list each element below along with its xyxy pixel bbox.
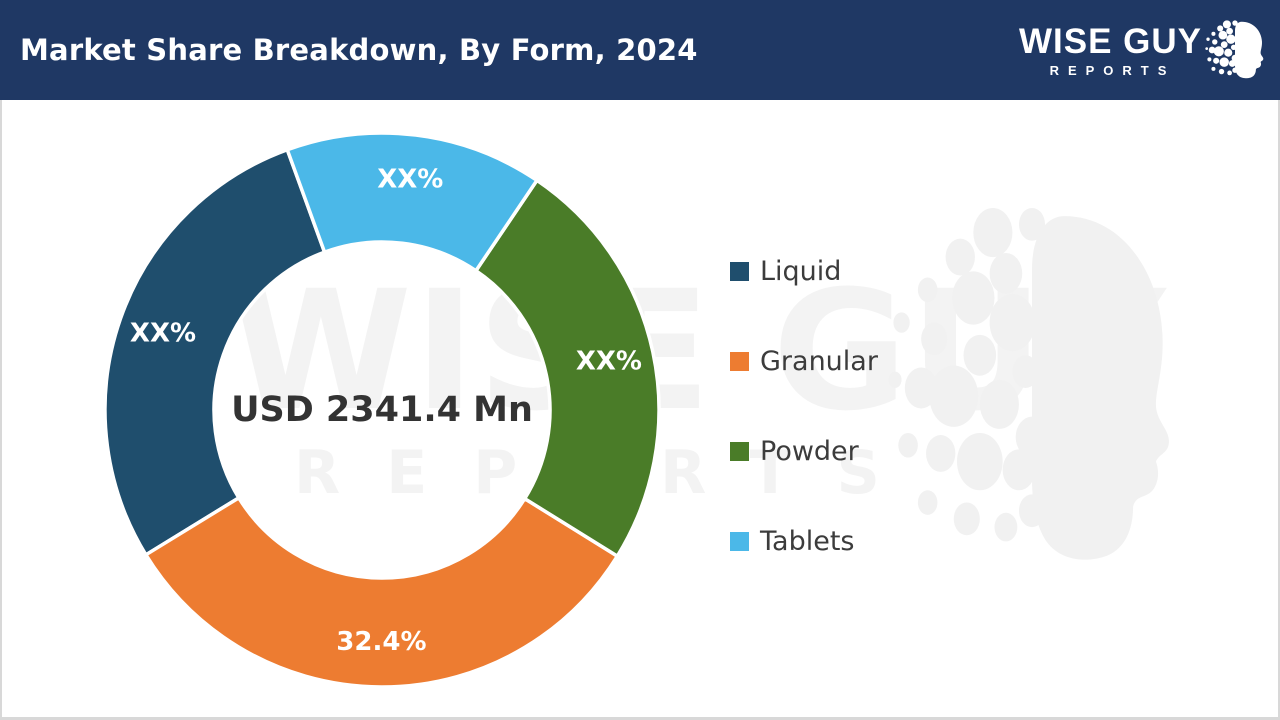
segment-label-granular: 32.4% <box>336 627 426 657</box>
donut-chart: USD 2341.4 Mn XX% XX% 32.4% XX% <box>103 131 661 689</box>
donut-segment-powder <box>474 178 661 558</box>
legend-item-liquid: Liquid <box>730 257 878 285</box>
legend-item-powder: Powder <box>730 437 878 465</box>
legend-swatch-liquid <box>730 261 749 281</box>
legend-label-tablets: Tablets <box>760 525 855 557</box>
logo-subtitle: REPORTS <box>1049 62 1176 78</box>
wiseguy-logo: WISE GUY REPORTS <box>1019 8 1266 92</box>
center-value-label: USD 2341.4 Mn <box>231 390 533 430</box>
legend-label-liquid: Liquid <box>760 255 842 287</box>
segment-label-tablets: XX% <box>377 165 443 195</box>
legend-label-granular: Granular <box>760 345 878 377</box>
segment-label-liquid: XX% <box>130 319 196 349</box>
legend-item-tablets: Tablets <box>730 527 878 555</box>
logo-face-icon <box>1205 20 1264 79</box>
legend-swatch-powder <box>730 441 749 461</box>
legend-label-powder: Powder <box>760 435 859 467</box>
legend-swatch-granular <box>730 351 749 371</box>
logo-text: WISE GUY REPORTS <box>1019 24 1202 77</box>
legend-item-granular: Granular <box>730 347 878 375</box>
watermark-face-icon <box>888 208 1169 560</box>
header-bar: Market Share Breakdown, By Form, 2024 WI… <box>0 0 1280 100</box>
donut-segment-liquid <box>103 147 327 557</box>
logo-wordmark: WISE GUY <box>1018 21 1202 61</box>
page-title: Market Share Breakdown, By Form, 2024 <box>20 33 698 67</box>
donut-segment-granular <box>144 496 620 689</box>
legend: Liquid Granular Powder Tablets <box>730 257 878 617</box>
legend-swatch-tablets <box>730 531 749 551</box>
segment-label-powder: XX% <box>576 346 642 376</box>
donut-segment-tablets <box>285 131 539 273</box>
chart-canvas: WISE GUY REPORTS USD 2341.4 Mn XX%XX%32.… <box>0 100 1280 720</box>
